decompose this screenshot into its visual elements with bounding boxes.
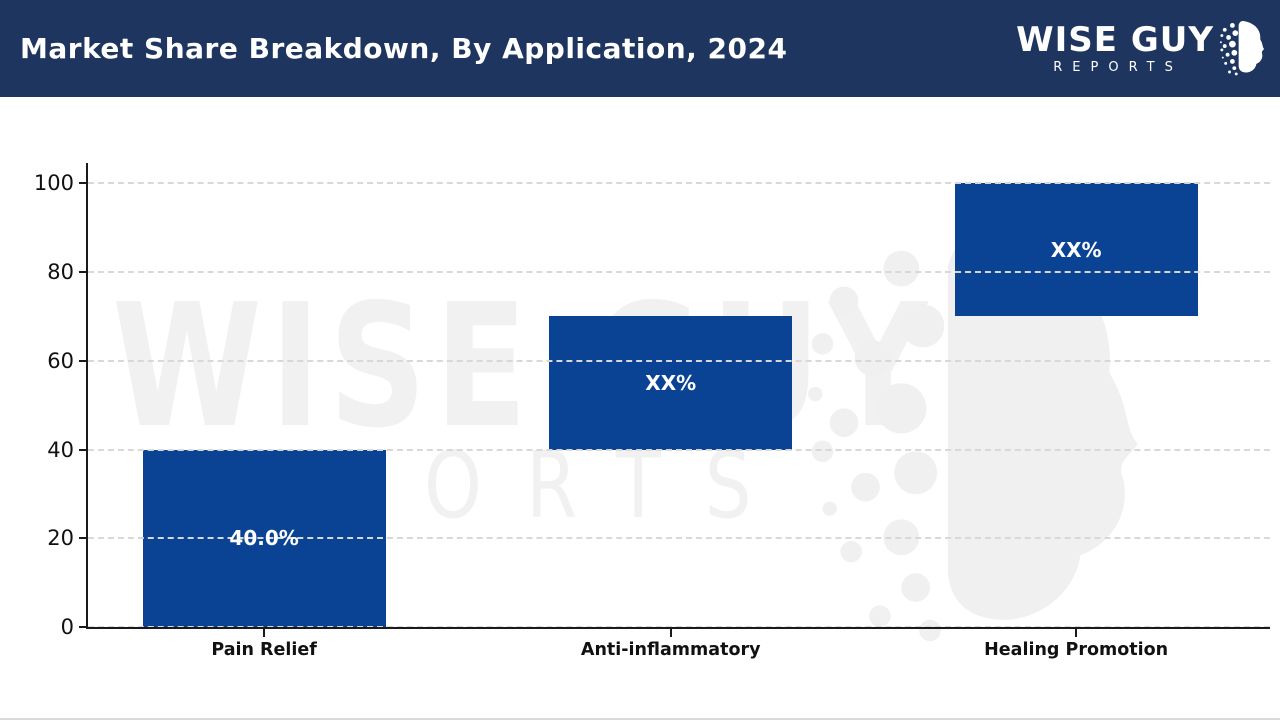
watermark-text-line1: WISE GUY xyxy=(112,268,936,466)
y-axis-tick xyxy=(79,448,87,451)
x-axis-category-label: Healing Promotion xyxy=(984,640,1169,660)
gridline-y80 xyxy=(88,271,1270,274)
y-axis-tick xyxy=(79,537,87,540)
y-axis-line xyxy=(86,163,88,629)
logo-wordmark: WISE GUY REPORTS xyxy=(1016,22,1214,75)
y-axis-tick xyxy=(79,182,87,185)
gridline-y40 xyxy=(88,448,1270,451)
y-axis-tick xyxy=(79,359,87,362)
wiseguy-logo: WISE GUY REPORTS xyxy=(1016,8,1266,88)
logo-line1: WISE GUY xyxy=(1016,19,1214,60)
bottom-border-line xyxy=(0,718,1280,720)
y-axis-tick-label: 0 xyxy=(60,615,74,639)
y-axis-tick-label: 20 xyxy=(47,526,74,551)
logo-line2: REPORTS xyxy=(1053,59,1183,75)
y-axis-tick xyxy=(79,626,87,628)
x-axis-line xyxy=(86,627,1270,629)
x-axis-category-label: Anti-inflammatory xyxy=(580,640,761,660)
x-axis-tick xyxy=(669,629,672,637)
bar-value-label: XX% xyxy=(1050,237,1102,262)
x-axis-category-label: Pain Relief xyxy=(211,640,317,660)
bar-value-label: 40.0% xyxy=(229,526,299,551)
chart-title: Market Share Breakdown, By Application, … xyxy=(20,32,788,65)
y-axis-tick xyxy=(79,271,87,274)
y-axis-tick-label: 40 xyxy=(47,437,74,462)
bar-value-label: XX% xyxy=(645,371,697,396)
y-axis-tick-label: 60 xyxy=(47,348,74,373)
y-axis-tick-label: 100 xyxy=(33,171,74,196)
wiseguy-face-icon xyxy=(1218,12,1266,84)
gridline-y20 xyxy=(88,537,1270,540)
x-axis-tick xyxy=(263,629,266,637)
header-bar: Market Share Breakdown, By Application, … xyxy=(0,0,1280,97)
y-axis-tick-label: 80 xyxy=(47,260,74,285)
gridline-y60 xyxy=(88,359,1270,362)
x-axis-tick xyxy=(1075,629,1078,637)
gridline-y100 xyxy=(88,182,1270,185)
bar-anti-inflammatory xyxy=(549,316,793,450)
